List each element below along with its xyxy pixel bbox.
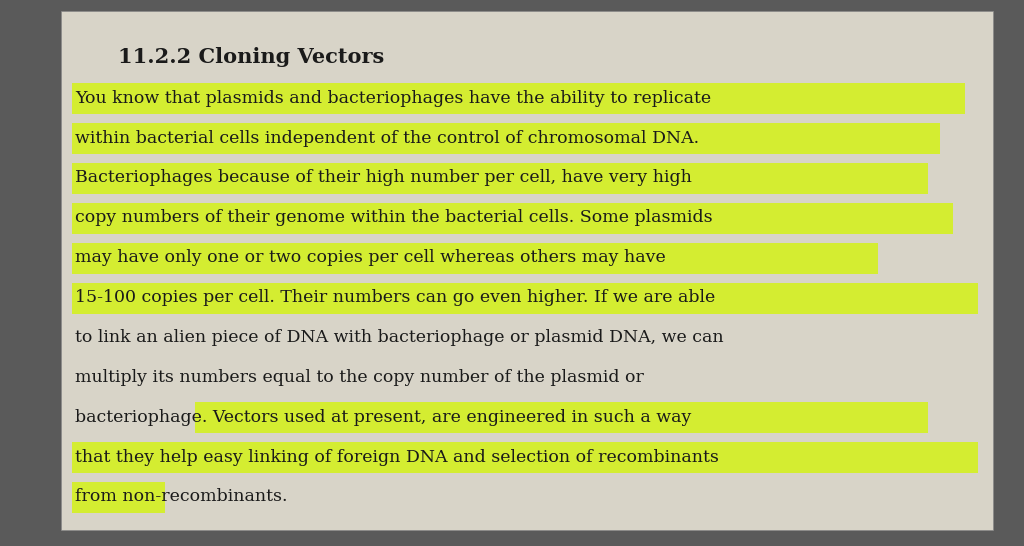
- Text: Bacteriophages because of their high number per cell, have very high: Bacteriophages because of their high num…: [75, 169, 691, 187]
- Text: to link an alien piece of DNA with bacteriophage or plasmid DNA, we can: to link an alien piece of DNA with bacte…: [75, 329, 723, 346]
- Text: that they help easy linking of foreign DNA and selection of recombinants: that they help easy linking of foreign D…: [75, 448, 719, 466]
- Text: may have only one or two copies per cell whereas others may have: may have only one or two copies per cell…: [75, 249, 666, 266]
- Bar: [72, 283, 978, 314]
- Bar: [72, 442, 978, 473]
- Text: 15-100 copies per cell. Their numbers can go even higher. If we are able: 15-100 copies per cell. Their numbers ca…: [75, 289, 715, 306]
- Bar: [72, 203, 953, 234]
- Bar: [196, 402, 928, 434]
- Text: within bacterial cells independent of the control of chromosomal DNA.: within bacterial cells independent of th…: [75, 129, 698, 147]
- Text: from non-recombinants.: from non-recombinants.: [75, 488, 288, 506]
- Bar: [72, 482, 165, 513]
- Text: bacteriophage. Vectors used at present, are engineered in such a way: bacteriophage. Vectors used at present, …: [75, 408, 691, 426]
- Bar: [72, 163, 928, 194]
- Text: multiply its numbers equal to the copy number of the plasmid or: multiply its numbers equal to the copy n…: [75, 369, 644, 386]
- Text: copy numbers of their genome within the bacterial cells. Some plasmids: copy numbers of their genome within the …: [75, 209, 713, 227]
- Bar: [72, 84, 966, 115]
- Text: You know that plasmids and bacteriophages have the ability to replicate: You know that plasmids and bacteriophage…: [75, 90, 711, 107]
- Bar: [72, 243, 878, 274]
- Text: 11.2.2 Cloning Vectors: 11.2.2 Cloning Vectors: [118, 48, 384, 67]
- Bar: [72, 123, 940, 155]
